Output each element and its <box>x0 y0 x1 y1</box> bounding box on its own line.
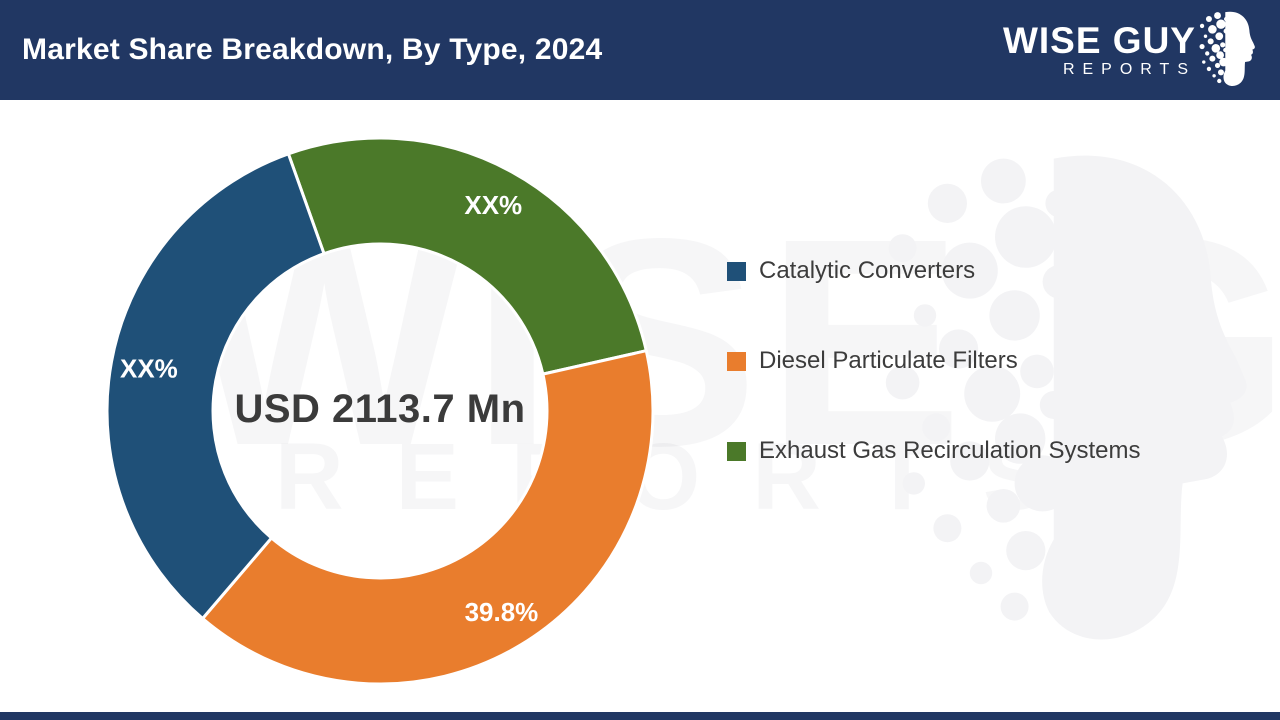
donut-segment <box>201 349 655 686</box>
donut-segment <box>286 136 648 376</box>
legend-swatch <box>727 351 746 371</box>
chart-legend: Catalytic Converters Diesel Particulate … <box>727 256 1140 526</box>
logo-line1: WISE GUY <box>1002 20 1196 61</box>
face-profile-icon <box>1199 11 1255 87</box>
chart-area: WISE GUY REPORTS XX%39.8%XX% USD 2113.7 … <box>0 100 1280 712</box>
header-bar: Market Share Breakdown, By Type, 2024 WI… <box>0 0 1280 100</box>
legend-label: Exhaust Gas Recirculation Systems <box>759 437 1141 464</box>
legend-swatch <box>727 441 746 461</box>
segment-value-label: 39.8% <box>465 597 539 627</box>
segment-value-label: XX% <box>464 190 522 220</box>
legend-swatch <box>727 261 746 281</box>
segment-value-label: XX% <box>120 353 178 383</box>
donut-segment <box>105 152 326 621</box>
watermark-face-icon <box>885 155 1247 640</box>
legend-label: Catalytic Converters <box>759 257 976 284</box>
chart-center-value: USD 2113.7 Mn <box>234 387 526 431</box>
logo-line2: REPORTS <box>1062 61 1196 78</box>
donut-chart: XX% 39.8% XX% <box>105 136 655 686</box>
legend-item: Exhaust Gas Recirculation Systems <box>727 436 1140 466</box>
footer-bar <box>0 712 1280 720</box>
legend-item: Diesel Particulate Filters <box>727 346 1140 376</box>
legend-item: Catalytic Converters <box>727 256 1140 286</box>
wise-guy-logo: WISE GUY REPORTS <box>1003 7 1262 93</box>
logo-wordmark: WISE GUY REPORTS <box>1003 22 1196 78</box>
legend-label: Diesel Particulate Filters <box>759 347 1018 374</box>
page-title: Market Share Breakdown, By Type, 2024 <box>22 33 603 66</box>
